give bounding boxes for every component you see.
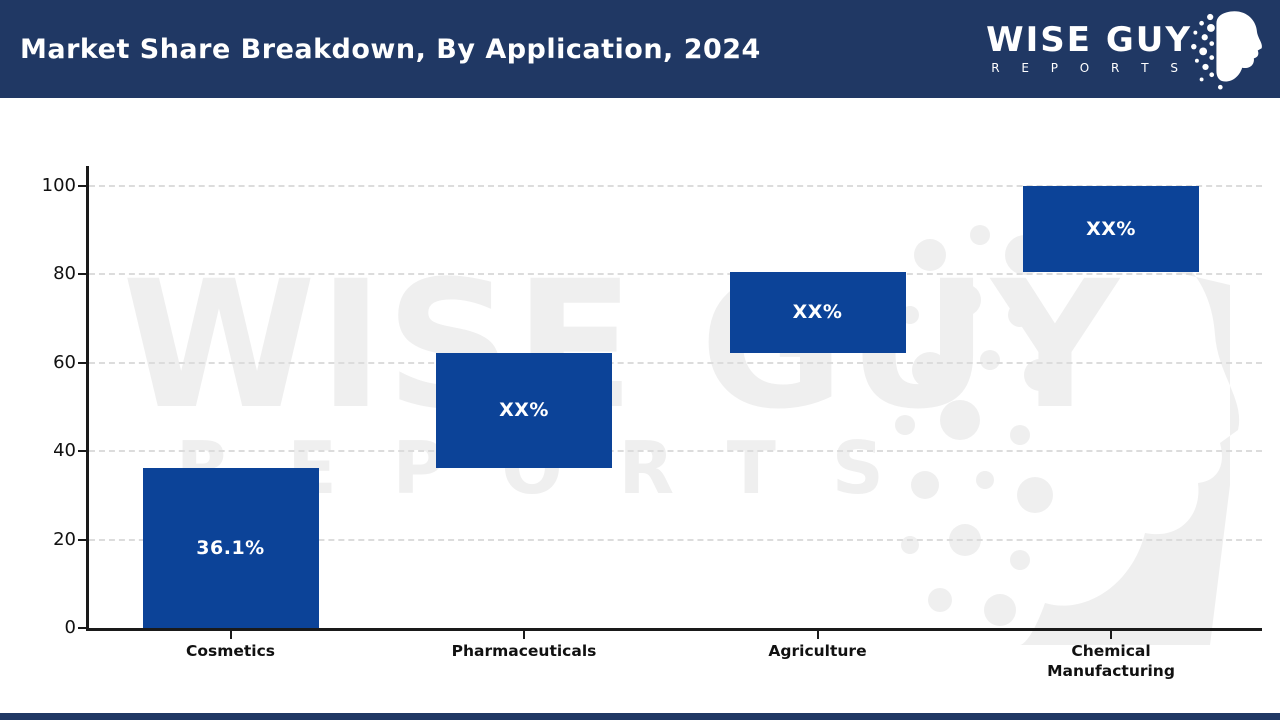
bar-agriculture: XX% bbox=[729, 271, 906, 353]
y-axis-line bbox=[86, 166, 89, 631]
x-tick-0 bbox=[229, 631, 232, 639]
bar-pharmaceuticals: XX% bbox=[436, 352, 612, 469]
gridline-40 bbox=[89, 450, 1262, 452]
x-axis-label: Pharmaceuticals bbox=[451, 642, 597, 660]
y-tick-label: 40 bbox=[53, 440, 76, 461]
bar-value-label: 36.1% bbox=[196, 537, 265, 560]
gridline-100 bbox=[89, 184, 1262, 187]
bar-value-label: XX% bbox=[792, 301, 843, 324]
bar-cosmetics: 36.1% bbox=[142, 468, 319, 628]
logo-wordmark: WISE GUY bbox=[986, 20, 1192, 60]
x-tick-2 bbox=[816, 631, 819, 639]
logo-subtext: R E P O R T S bbox=[991, 61, 1187, 75]
x-tick-1 bbox=[523, 631, 525, 639]
gridline-80 bbox=[89, 273, 1262, 275]
footer-strip bbox=[0, 713, 1280, 720]
logo-head-icon bbox=[1191, 11, 1262, 90]
y-tick-label: 60 bbox=[53, 351, 76, 373]
bar-value-label: XX% bbox=[499, 399, 549, 422]
bar-chemical-manufacturing: XX% bbox=[1023, 185, 1199, 272]
y-tick-label: 100 bbox=[41, 174, 76, 196]
y-tick-0 bbox=[78, 627, 86, 629]
y-tick-60 bbox=[78, 361, 86, 364]
x-tick-3 bbox=[1110, 631, 1112, 639]
x-axis-label: Agriculture bbox=[768, 642, 867, 660]
x-axis-line bbox=[86, 628, 1262, 631]
wiseguy-logo: WISE GUY R E P O R T S bbox=[986, 6, 1280, 92]
bar-value-label: XX% bbox=[1086, 217, 1136, 240]
y-tick-label: 80 bbox=[53, 263, 76, 284]
y-tick-label: 20 bbox=[53, 528, 76, 550]
chart-title: Market Share Breakdown, By Application, … bbox=[20, 33, 761, 65]
x-axis-label: Chemical Manufacturing bbox=[1047, 642, 1175, 681]
header: Market Share Breakdown, By Application, … bbox=[0, 0, 1280, 98]
y-tick-100 bbox=[78, 184, 86, 187]
y-tick-40 bbox=[78, 450, 86, 452]
y-tick-20 bbox=[78, 538, 86, 541]
gridline-60 bbox=[89, 361, 1262, 364]
logo-text: WISE GUY R E P O R T S bbox=[986, 23, 1192, 75]
y-tick-label: 0 bbox=[64, 617, 76, 638]
x-axis-label: Cosmetics bbox=[185, 642, 276, 660]
y-tick-80 bbox=[78, 273, 86, 275]
gridline-20 bbox=[89, 538, 1262, 541]
